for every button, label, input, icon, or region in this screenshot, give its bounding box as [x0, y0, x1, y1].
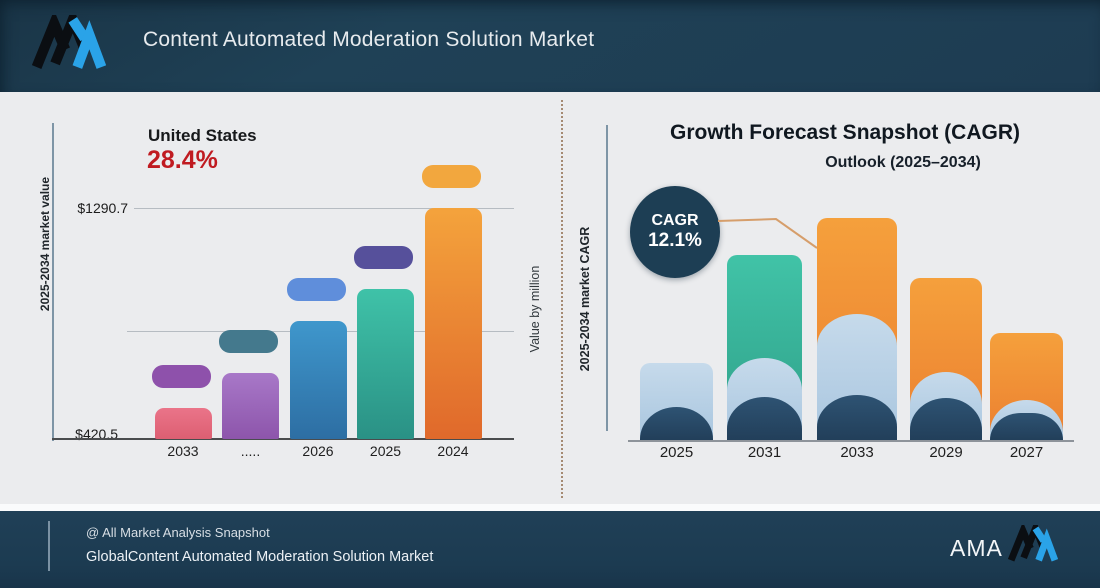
divider-axis-title: Value by million — [528, 265, 542, 353]
y-tick-top: $1290.7 — [77, 200, 128, 216]
left-y-axis-line — [52, 123, 54, 441]
bar-cap-..... — [219, 330, 278, 354]
footer-bar: @ All Market Analysis Snapshot GlobalCon… — [0, 511, 1100, 588]
right-x-axis-line — [628, 440, 1074, 442]
charts-panel: 2025-2034 market value United States 28.… — [0, 92, 1100, 504]
ama-footer-logo-icon — [1008, 525, 1058, 563]
bar-2033 — [154, 408, 212, 439]
bar-cap-2024 — [421, 165, 481, 188]
bottom-divider-strip — [0, 504, 1100, 511]
right-y-axis-title: 2025-2034 market CAGR — [578, 226, 592, 372]
x-tick-label: 2025 — [369, 443, 402, 459]
bar-cap-2033 — [151, 365, 211, 389]
highlight-percent: 28.4% — [147, 146, 218, 174]
footer-divider-line — [48, 521, 50, 571]
gridline-top — [134, 208, 514, 209]
right-chart-subtitle: Outlook (2025–2034) — [825, 154, 981, 171]
left-x-axis-line — [52, 438, 514, 440]
cagr-badge-label: CAGR — [651, 212, 699, 229]
footer-caption: @ All Market Analysis Snapshot — [86, 525, 270, 540]
callout-connector-line — [717, 217, 818, 249]
bar-..... — [222, 373, 279, 439]
x-tick-label: 2033 — [840, 444, 874, 461]
cagr-badge: CAGR 12.1% — [630, 186, 720, 278]
right-y-axis-line — [606, 125, 608, 431]
x-tick-label: 2025 — [659, 444, 694, 461]
bar-cap-2025 — [354, 246, 413, 270]
x-tick-label: 2027 — [1009, 444, 1044, 461]
bar-2031-segment-navy — [727, 397, 802, 440]
cagr-badge-value: 12.1% — [648, 230, 702, 252]
footer-report-name: GlobalContent Automated Moderation Solut… — [86, 549, 434, 565]
x-tick-label: 2029 — [929, 444, 963, 461]
bar-2026 — [289, 321, 347, 439]
x-tick-label: 2031 — [747, 444, 782, 461]
right-chart-title: Growth Forecast Snapshot (CAGR) — [669, 121, 1021, 144]
left-y-axis-title: 2025-2034 market value — [38, 176, 52, 312]
x-tick-label: 2026 — [302, 443, 334, 459]
x-tick-label: 2033 — [167, 443, 199, 459]
x-tick-label: 2024 — [437, 443, 469, 459]
footer-brand-text: AMA — [950, 535, 1003, 561]
header-bar: Content Automated Moderation Solution Ma… — [0, 0, 1100, 92]
bar-2033-segment-navy — [817, 394, 897, 440]
page-title: Content Automated Moderation Solution Ma… — [143, 28, 595, 51]
bar-2025 — [357, 289, 414, 439]
ama-logo-icon — [32, 15, 106, 71]
bar-2024 — [424, 208, 482, 439]
bar-cap-2026 — [286, 278, 346, 301]
panel-divider — [561, 100, 563, 498]
x-tick-label: ..... — [240, 443, 261, 459]
country-label: United States — [148, 126, 257, 145]
